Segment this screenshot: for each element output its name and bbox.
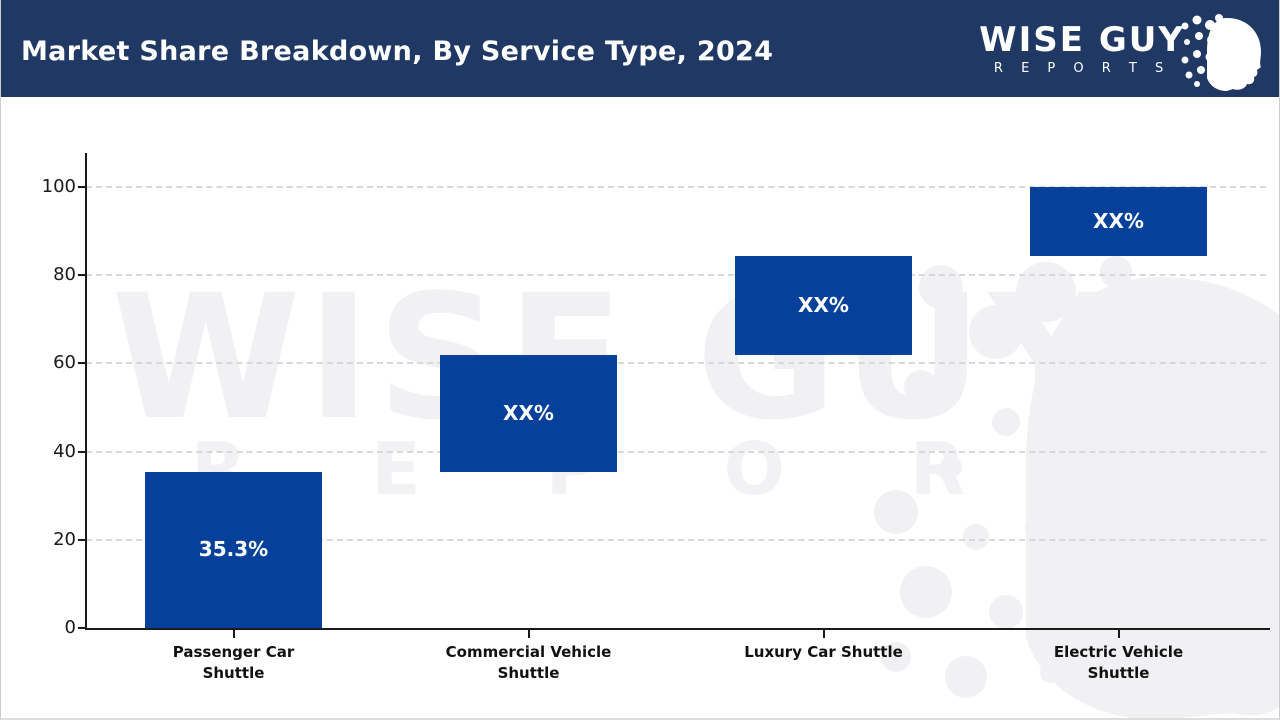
x-tick-mark-2 [527,630,530,638]
gridline-40 [86,450,1266,453]
logo-wordmark: WISE GUY [979,20,1185,60]
x-tick-mark-3 [822,630,825,638]
x-category-label-4: Electric Vehicle Shuttle [1053,643,1184,682]
y-tick-label-60: 60 [53,352,76,374]
watermark-dotted-head-icon [874,256,1279,718]
y-axis-line [85,153,87,630]
bar-value-label: XX% [798,292,849,317]
chart-area: WISE GUY R E P O R T S 0 20 40 60 80 100 35.3… [1,97,1279,718]
y-tick-label-20: 20 [53,528,76,550]
bar-value-label: 35.3% [198,537,269,562]
bar-value-label: XX% [1093,208,1144,233]
y-tick-mark-20 [78,538,86,541]
x-category-label-1: Passenger Car Shuttle [172,643,295,682]
logo-subtitle: R E P O R T S [993,61,1171,77]
y-tick-mark-0 [78,627,86,629]
bar-2: XX% [440,355,617,473]
y-tick-label-80: 80 [53,264,76,286]
bar-3: XX% [735,256,912,356]
bar-value-label: XX% [503,400,554,425]
wise-guy-reports-logo: WISE GUY R E P O R T S [979,10,1263,91]
x-tick-mark-1 [232,630,235,638]
y-tick-mark-60 [78,362,86,365]
header-banner: Market Share Breakdown, By Service Type,… [1,0,1279,97]
y-tick-mark-100 [78,186,86,188]
y-tick-mark-40 [78,450,86,453]
dotted-head-profile-icon [1181,14,1261,91]
gridline-20 [86,538,1266,541]
x-tick-mark-4 [1117,630,1120,638]
gridline-60 [86,362,1266,365]
x-category-label-3: Luxury Car Shuttle [744,643,903,661]
y-tick-label-40: 40 [53,440,76,462]
logo-text: WISE GUY R E P O R T S [979,20,1185,77]
y-tick-label-0: 0 [64,617,76,638]
page-title: Market Share Breakdown, By Service Type,… [21,36,774,67]
gridline-100 [86,186,1266,188]
bar-1: 35.3% [145,472,322,628]
x-axis-line [85,628,1270,630]
y-tick-label-100: 100 [41,176,76,197]
x-category-label-2: Commercial Vehicle Shuttle [445,643,612,682]
gridline-80 [86,274,1266,277]
y-tick-mark-80 [78,274,86,277]
bar-4: XX% [1030,187,1207,257]
